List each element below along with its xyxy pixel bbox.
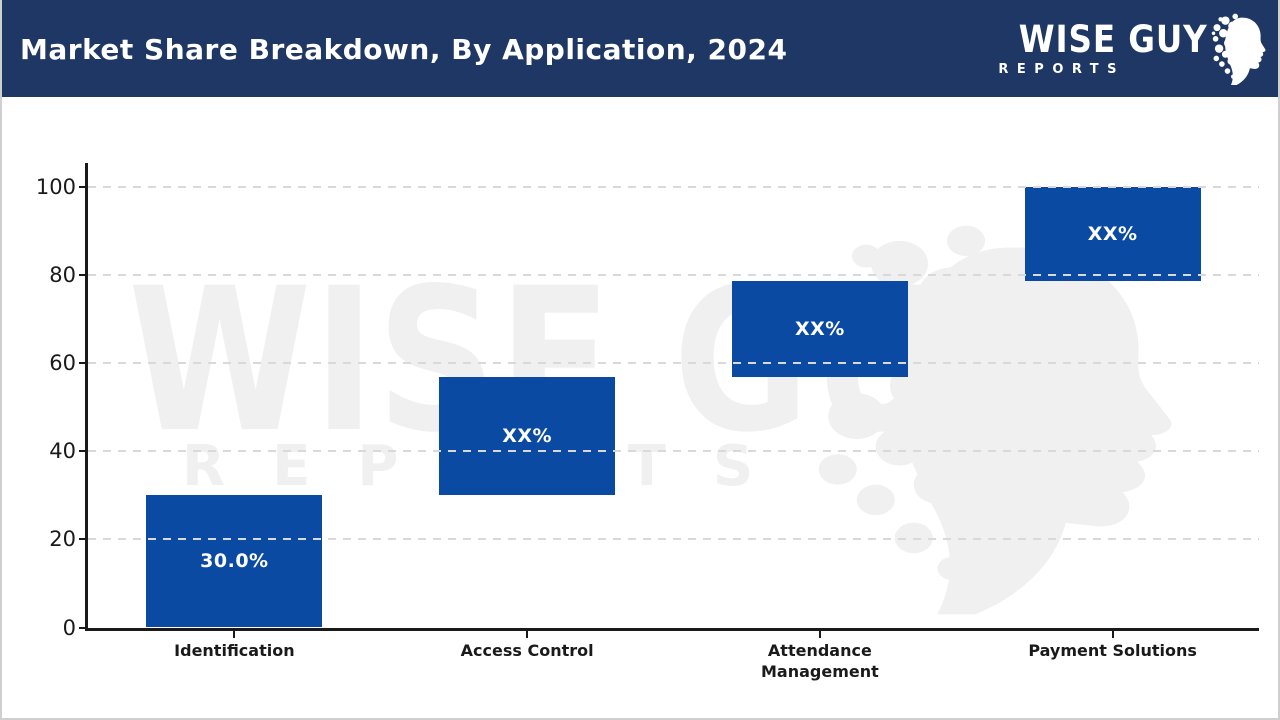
bar-identification: 30.0% [146,495,323,628]
x-tick-label-attendance-management: Attendance Management [760,641,879,681]
y-tick-mark-40 [79,450,87,453]
bar-access-control: XX% [439,377,616,496]
x-axis [85,627,1259,631]
x-tick-mark-identification [233,630,236,638]
header: Market Share Breakdown, By Application, … [0,0,1280,97]
x-tick-mark-attendance-management [818,630,821,638]
y-tick-mark-20 [79,538,87,541]
page-title: Market Share Breakdown, By Application, … [20,33,788,66]
y-tick-label-100: 100 [35,175,76,199]
bar-value-label: XX% [794,318,845,341]
y-tick-label-20: 20 [49,527,76,552]
logo-subtext: REPORTS [998,62,1126,77]
y-tick-label-0: 0 [62,615,76,640]
gridline-40 [88,450,1259,453]
y-tick-mark-80 [79,274,87,277]
y-tick-mark-60 [79,362,87,365]
y-tick-mark-0 [79,626,87,629]
gridline-80 [88,274,1259,277]
y-axis [85,163,88,631]
bar-payment-solutions: XX% [1024,187,1201,282]
x-tick-mark-payment-solutions [1111,630,1114,638]
y-tick-mark-100 [79,186,87,188]
x-tick-mark-access-control [526,630,529,638]
bar-value-label: XX% [1087,223,1138,246]
wiseguy-logo: WISE GUY REPORTS [993,8,1266,90]
x-tick-label-identification: Identification [174,641,295,660]
x-tick-label-payment-solutions: Payment Solutions [1028,641,1197,660]
logo-wordmark: WISE GUY [1019,18,1208,61]
logo-text: WISE GUY REPORTS [993,18,1208,78]
gridline-100 [88,186,1259,188]
x-tick-label-access-control: Access Control [460,641,594,660]
gridline-60 [88,362,1259,365]
y-tick-label-40: 40 [49,439,76,464]
wiseguy-head-icon [1210,12,1266,86]
bar-value-label: 30.0% [200,550,269,573]
gridline-20 [88,538,1259,541]
bar-value-label: XX% [502,425,553,448]
y-tick-label-80: 80 [49,263,76,288]
y-tick-label-60: 60 [49,351,76,376]
